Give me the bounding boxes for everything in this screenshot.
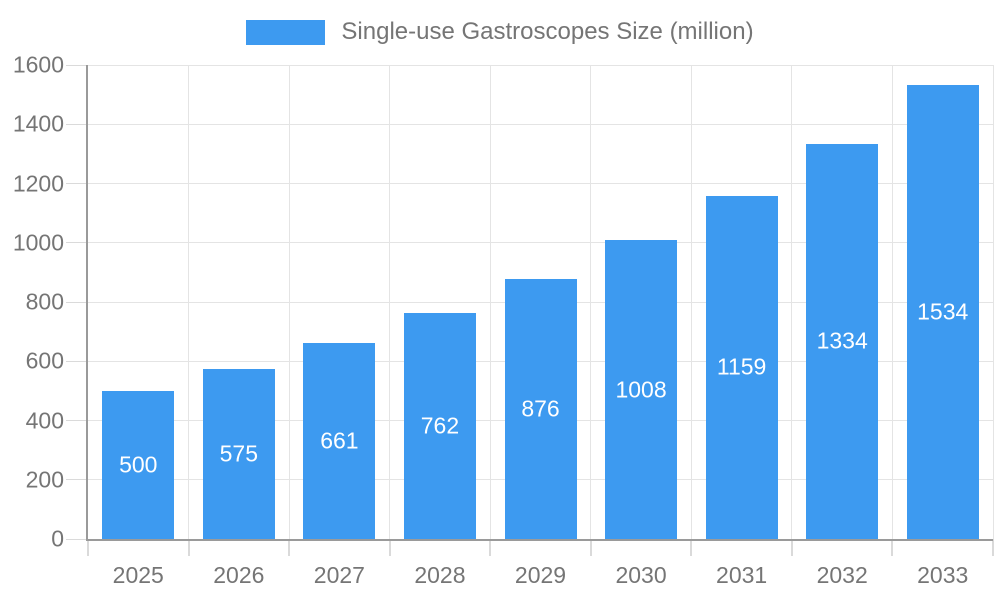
x-gridline-4 [489,65,491,539]
x-axis-tick-6 [690,539,693,556]
bar-value-label-2032: 1334 [816,327,868,354]
x-gridline-3 [389,65,391,539]
y-axis-tick-1000 [66,242,88,244]
y-gridline-1400 [88,123,993,125]
y-axis-label-800: 800 [25,288,64,315]
y-axis-label-1000: 1000 [12,229,64,256]
bar-value-label-2031: 1159 [716,353,767,380]
x-axis-label-2030: 2030 [615,562,667,588]
y-axis-tick-800 [66,301,88,303]
x-gridline-8 [891,65,893,539]
y-axis-label-400: 400 [25,407,64,433]
bar-value-label-2033: 1534 [917,298,969,325]
x-gridline-6 [690,65,692,539]
x-axis-tick-4 [489,539,492,556]
x-gridline-9 [992,65,994,539]
x-axis-label-2029: 2029 [514,562,567,588]
y-gridline-1000 [88,242,993,244]
x-axis-label-2031: 2031 [716,562,768,588]
y-axis-line [86,65,88,541]
x-axis-label-2033: 2033 [917,562,969,588]
bar-2031[interactable]: 1159 [705,195,778,539]
x-axis-tick-2 [288,539,291,556]
y-axis-label-1400: 1400 [12,110,64,137]
bar-2026[interactable]: 575 [202,368,275,539]
bar-2025[interactable]: 500 [102,390,175,539]
x-gridline-2 [288,65,290,539]
x-axis-line [86,539,993,541]
x-axis-tick-5 [589,539,592,556]
y-gridline-1600 [88,64,993,66]
bar-2030[interactable]: 1008 [605,240,678,539]
y-axis-tick-400 [66,420,88,421]
y-axis-label-1200: 1200 [12,170,64,196]
bar-2033[interactable]: 1534 [906,84,979,539]
y-axis-tick-1400 [66,123,88,125]
x-axis-tick-9 [992,539,994,556]
bar-2032[interactable]: 1334 [806,143,879,539]
x-axis-label-2032: 2032 [816,562,868,588]
y-axis-tick-200 [66,479,88,481]
bar-value-label-2030: 1008 [615,376,667,403]
x-axis-tick-1 [187,539,190,556]
bar-2029[interactable]: 876 [504,279,577,539]
x-gridline-5 [590,65,592,539]
bar-value-label-2025: 500 [119,451,158,478]
bar-value-label-2027: 661 [320,427,359,454]
chart-legend[interactable]: Single-use Gastroscopes Size (million) [0,18,1000,46]
y-axis-tick-1200 [66,183,88,184]
x-axis-label-2026: 2026 [213,562,265,588]
bar-2028[interactable]: 762 [403,313,476,539]
bar-value-label-2029: 876 [521,395,560,422]
x-axis-label-2025: 2025 [112,562,164,588]
y-axis-label-600: 600 [25,347,64,374]
y-axis-label-1600: 1600 [12,51,64,78]
x-axis-tick-7 [790,539,793,556]
legend-swatch-icon [246,19,326,45]
legend-label: Single-use Gastroscopes Size (million) [341,18,754,45]
bar-value-label-2028: 762 [420,412,460,439]
bar-value-label-2026: 575 [219,440,259,467]
x-axis-tick-8 [891,539,894,556]
y-axis-tick-0 [66,538,88,540]
x-axis-tick-3 [388,539,391,556]
x-axis-label-2027: 2027 [313,562,365,588]
y-axis-label-0: 0 [51,525,64,552]
y-axis-label-200: 200 [25,466,64,493]
y-gridline-1200 [88,183,993,184]
bar-2027[interactable]: 661 [303,343,376,539]
x-axis-tick-0 [87,539,89,556]
x-axis-label-2028: 2028 [414,562,466,588]
y-axis-tick-600 [66,360,88,362]
y-axis-tick-1600 [66,64,88,66]
x-gridline-7 [791,65,793,539]
x-gridline-1 [188,65,190,539]
